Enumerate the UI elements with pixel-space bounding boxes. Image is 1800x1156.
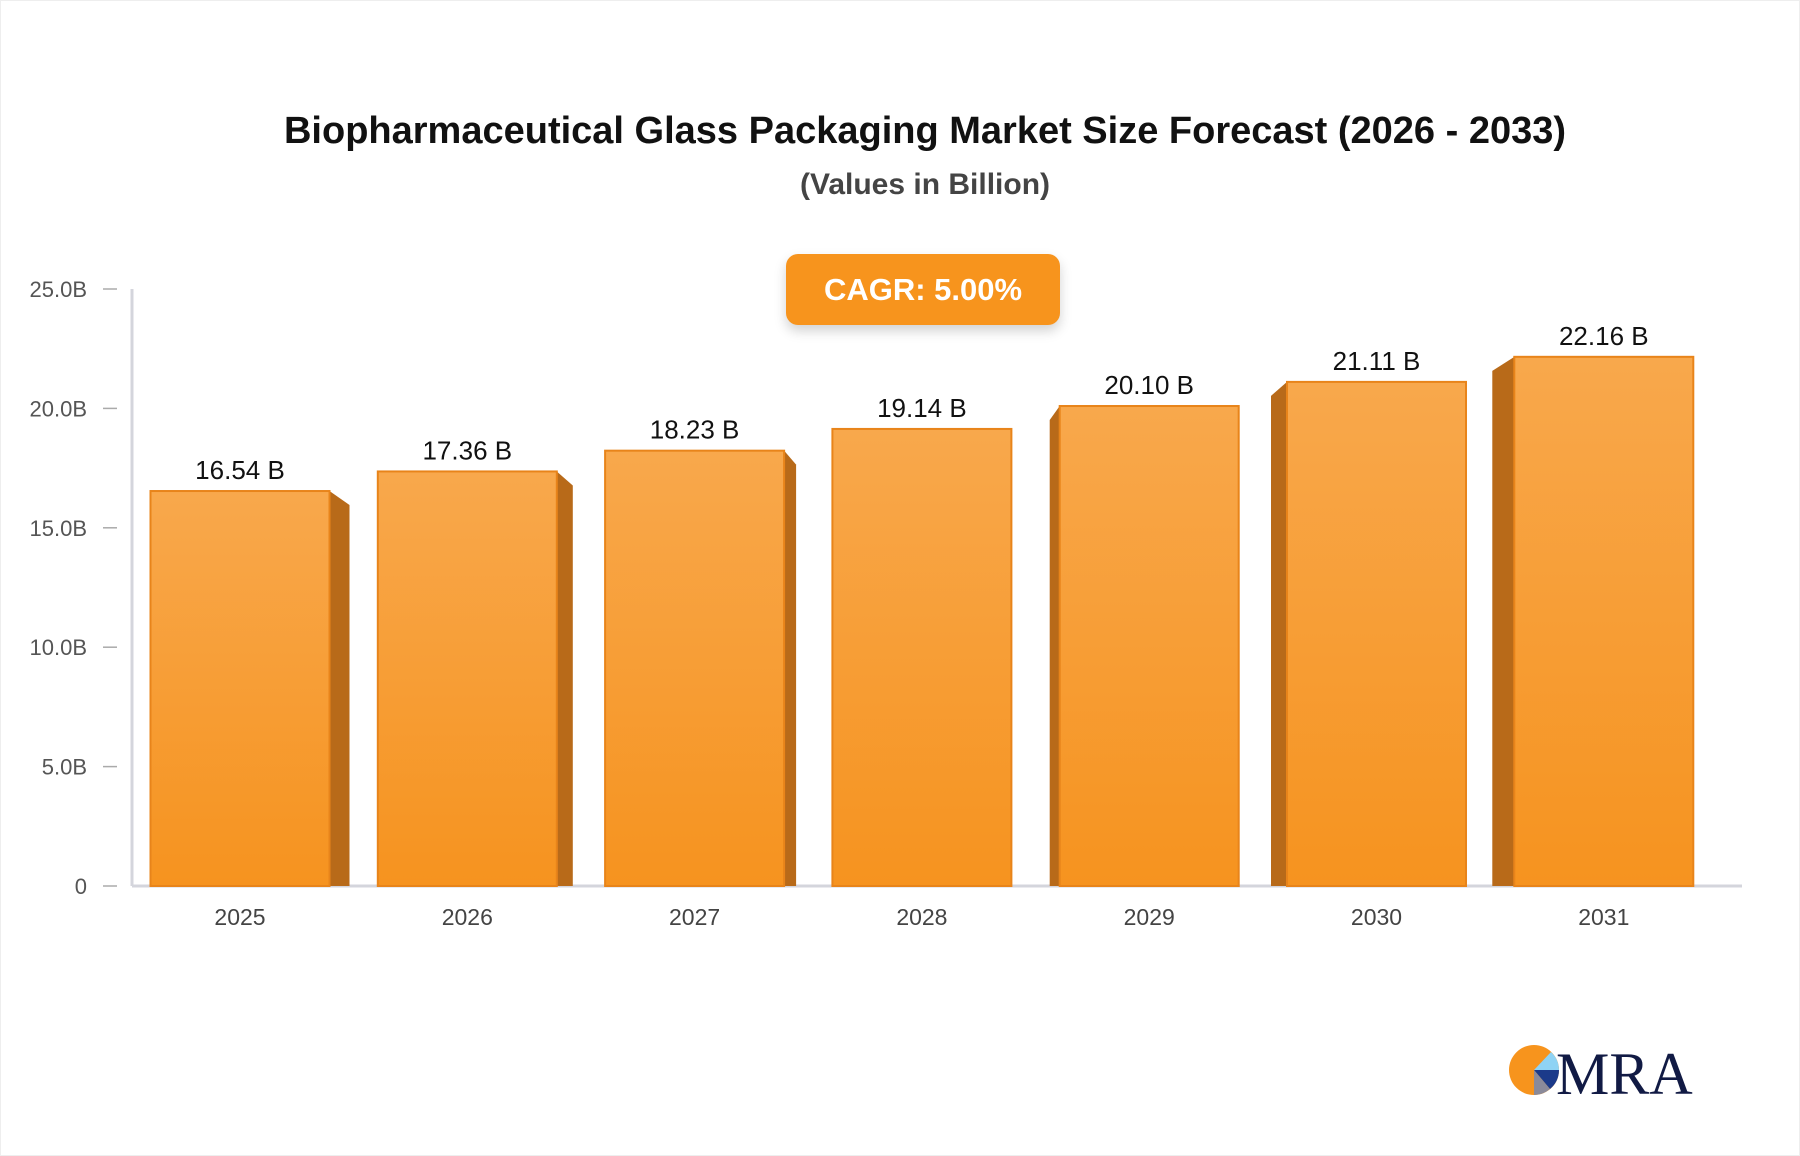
bar-group: 19.14 B 2028 xyxy=(831,393,1013,930)
bar xyxy=(149,490,331,887)
x-tick-label: 2030 xyxy=(1351,904,1402,930)
bar-side xyxy=(784,450,797,886)
data-label: 19.14 B xyxy=(877,393,967,423)
bar xyxy=(1058,405,1240,887)
bar-group: 20.10 B 2029 xyxy=(1049,370,1240,930)
data-label: 18.23 B xyxy=(650,415,740,445)
y-tick-label: 10.0B xyxy=(30,635,88,660)
bar-side xyxy=(329,491,350,886)
bar-side xyxy=(1049,406,1060,886)
data-label: 17.36 B xyxy=(422,435,512,465)
y-tick-label: 20.0B xyxy=(30,396,88,421)
y-tick-label: 25.0B xyxy=(30,277,88,302)
bar-side xyxy=(1271,381,1287,886)
logo-text: MRA xyxy=(1556,1041,1693,1100)
x-tick-label: 2031 xyxy=(1578,904,1629,930)
y-tick-label: 15.0B xyxy=(30,516,88,541)
x-tick-label: 2028 xyxy=(896,904,947,930)
chart-subtitle: (Values in Billion) xyxy=(799,168,1051,201)
cagr-badge: CAGR: 5.00% xyxy=(786,254,1060,325)
bar xyxy=(1286,380,1467,887)
bar-group: 21.11 B 2030 xyxy=(1271,346,1467,930)
bar-group: 16.54 B 2025 xyxy=(149,455,350,930)
data-label: 21.11 B xyxy=(1333,346,1421,376)
data-label: 16.54 B xyxy=(195,455,285,485)
y-tick-label: 0 xyxy=(75,874,87,899)
x-tick-label: 2027 xyxy=(669,904,720,930)
x-tick-label: 2029 xyxy=(1124,904,1175,930)
x-tick-label: 2025 xyxy=(214,904,265,930)
bar-group: 22.16 B 2031 xyxy=(1492,321,1695,930)
y-tick-label: 5.0B xyxy=(42,755,87,780)
bar xyxy=(376,470,558,887)
data-label: 22.16 B xyxy=(1559,321,1649,351)
bar-side xyxy=(556,471,573,886)
bar-group: 17.36 B 2026 xyxy=(376,435,573,930)
mra-logo: MRA xyxy=(1504,1038,1704,1100)
data-label: 20.10 B xyxy=(1104,370,1194,400)
bar xyxy=(604,449,786,887)
x-tick-label: 2026 xyxy=(442,904,493,930)
bar-group: 18.23 B 2027 xyxy=(604,415,797,930)
bar xyxy=(831,427,1013,887)
pie-logo-icon: MRA xyxy=(1509,1041,1693,1100)
bar xyxy=(1513,355,1695,887)
chart-title: Biopharmaceutical Glass Packaging Market… xyxy=(283,110,1567,152)
bar-side xyxy=(1492,356,1515,886)
